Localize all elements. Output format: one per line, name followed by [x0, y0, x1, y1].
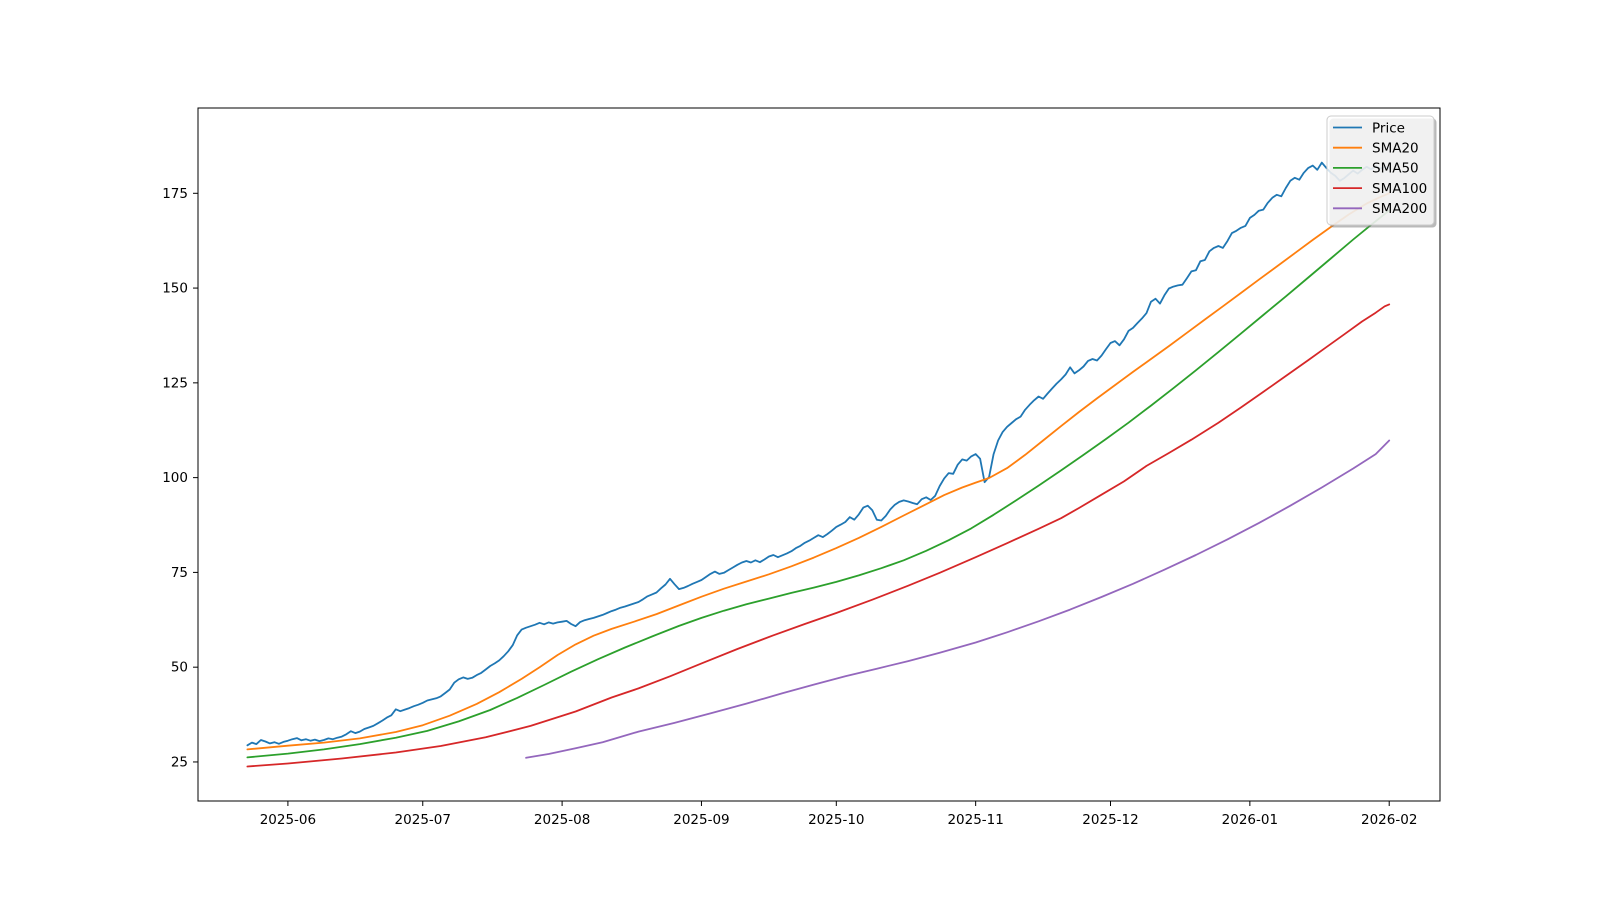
x-tick-label: 2025-08 — [534, 812, 590, 828]
x-tick-label: 2025-11 — [947, 812, 1003, 828]
x-tick-label: 2026-01 — [1222, 812, 1278, 828]
legend-label-sma20: SMA20 — [1372, 141, 1419, 157]
x-tick-label: 2025-10 — [808, 812, 864, 828]
series-line-sma100 — [246, 303, 1391, 768]
axes-spines — [197, 107, 1441, 802]
series-line-price — [246, 161, 1391, 747]
legend-label-sma200: SMA200 — [1372, 201, 1427, 217]
x-tick-label: 2025-07 — [395, 812, 451, 828]
series-line-sma200 — [525, 439, 1391, 759]
series-line-sma20 — [246, 192, 1391, 751]
y-tick-label: 100 — [162, 470, 188, 486]
x-tick-label: 2025-12 — [1082, 812, 1138, 828]
y-tick-label: 75 — [171, 565, 188, 581]
y-tick-label: 175 — [162, 186, 188, 202]
legend-label-sma50: SMA50 — [1372, 161, 1419, 177]
legend-label-price: Price — [1372, 120, 1405, 136]
y-tick-label: 50 — [171, 660, 188, 676]
y-tick-label: 25 — [171, 754, 188, 770]
legend-frame — [1326, 115, 1435, 226]
series-line-sma50 — [246, 209, 1391, 759]
y-tick-label: 125 — [162, 375, 188, 391]
y-tick-label: 150 — [162, 281, 188, 297]
x-tick-label: 2025-06 — [260, 812, 316, 828]
legend-label-sma100: SMA100 — [1372, 181, 1427, 197]
x-tick-label: 2025-09 — [673, 812, 729, 828]
x-tick-label: 2026-02 — [1361, 812, 1417, 828]
